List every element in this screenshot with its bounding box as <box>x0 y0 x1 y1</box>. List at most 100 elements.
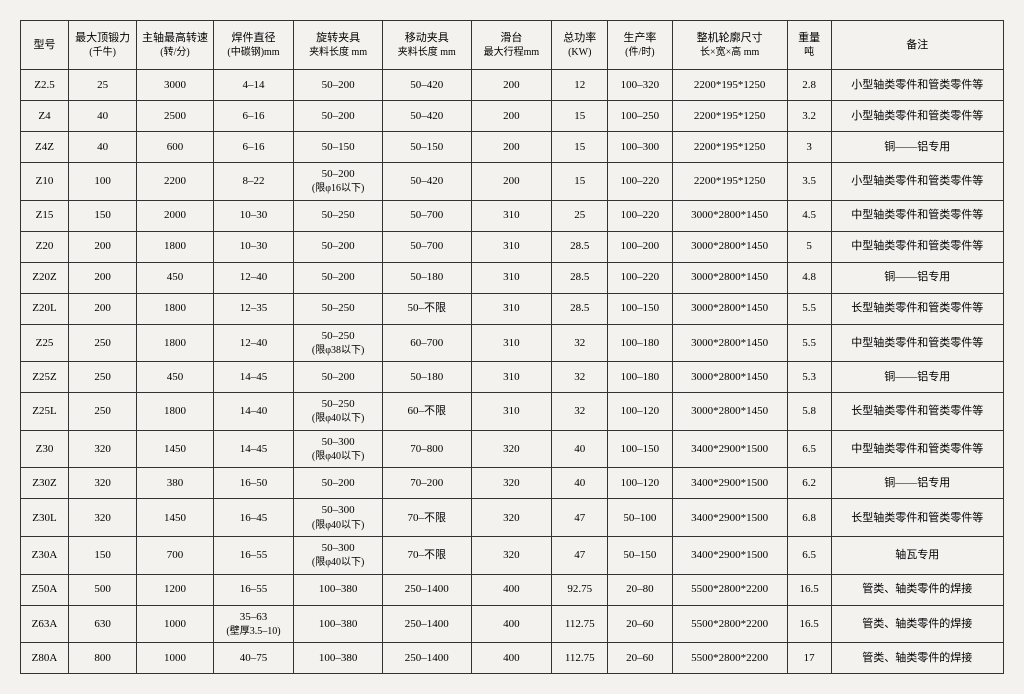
table-cell: 3 <box>787 132 831 163</box>
table-cell: 50–200 <box>294 231 383 262</box>
table-cell: 3000 <box>137 70 213 101</box>
table-cell: 100–120 <box>608 393 672 431</box>
table-cell: 50–250(限φ38以下) <box>294 324 383 362</box>
table-cell: 16–55 <box>213 574 294 605</box>
table-cell: 5500*2800*2200 <box>672 643 787 674</box>
table-cell: 28.5 <box>552 293 608 324</box>
table-cell: Z15 <box>21 200 69 231</box>
table-cell: 112.75 <box>552 605 608 643</box>
table-cell: 50–180 <box>382 362 471 393</box>
table-row: Z30L320145016–4550–300(限φ40以下)70–不限32047… <box>21 499 1004 537</box>
table-cell: 1450 <box>137 430 213 468</box>
table-cell: 3.2 <box>787 101 831 132</box>
table-cell: Z30Z <box>21 468 69 499</box>
table-cell: 2.8 <box>787 70 831 101</box>
table-cell: Z30 <box>21 430 69 468</box>
column-header: 备注 <box>831 21 1003 70</box>
column-header: 主轴最高转速(转/分) <box>137 21 213 70</box>
table-cell: 100–380 <box>294 574 383 605</box>
table-cell: Z30A <box>21 536 69 574</box>
table-cell: 200 <box>471 70 552 101</box>
table-cell: 40 <box>68 132 136 163</box>
table-cell: 50–300(限φ40以下) <box>294 536 383 574</box>
table-cell: 15 <box>552 101 608 132</box>
table-cell: 5.8 <box>787 393 831 431</box>
table-cell: 28.5 <box>552 231 608 262</box>
table-cell: 铜——铝专用 <box>831 468 1003 499</box>
table-cell: Z2.5 <box>21 70 69 101</box>
table-cell: 铜——铝专用 <box>831 362 1003 393</box>
table-cell: 50–150 <box>382 132 471 163</box>
table-cell: 250–1400 <box>382 574 471 605</box>
column-header: 总功率(KW) <box>552 21 608 70</box>
table-cell: 20–60 <box>608 643 672 674</box>
table-cell: 3000*2800*1450 <box>672 362 787 393</box>
table-cell: 35–63(壁厚3.5–10) <box>213 605 294 643</box>
table-cell: 小型轴类零件和管类零件等 <box>831 163 1003 201</box>
table-cell: 2200 <box>137 163 213 201</box>
table-cell: Z25L <box>21 393 69 431</box>
table-cell: 3400*2900*1500 <box>672 536 787 574</box>
column-header: 整机轮廓尺寸长×宽×高 mm <box>672 21 787 70</box>
table-cell: 32 <box>552 362 608 393</box>
table-cell: 25 <box>68 70 136 101</box>
table-row: Z50A500120016–55100–380250–140040092.752… <box>21 574 1004 605</box>
table-cell: 20–60 <box>608 605 672 643</box>
table-cell: 3.5 <box>787 163 831 201</box>
table-cell: 40 <box>552 468 608 499</box>
column-header: 旋转夹具夹料长度 mm <box>294 21 383 70</box>
table-cell: 1000 <box>137 605 213 643</box>
table-row: Z44025006–1650–20050–42020015100–2502200… <box>21 101 1004 132</box>
table-cell: 310 <box>471 262 552 293</box>
table-cell: 50–不限 <box>382 293 471 324</box>
table-cell: Z50A <box>21 574 69 605</box>
table-cell: 长型轴类零件和管类零件等 <box>831 293 1003 324</box>
table-cell: 中型轴类零件和管类零件等 <box>831 231 1003 262</box>
table-cell: 1450 <box>137 499 213 537</box>
table-cell: Z20 <box>21 231 69 262</box>
table-cell: 3000*2800*1450 <box>672 393 787 431</box>
table-cell: 管类、轴类零件的焊接 <box>831 643 1003 674</box>
table-cell: 6.5 <box>787 430 831 468</box>
column-header: 焊件直径(中碳钢)mm <box>213 21 294 70</box>
table-cell: 50–700 <box>382 231 471 262</box>
spec-table-container: 型号最大顶锻力(千牛)主轴最高转速(转/分)焊件直径(中碳钢)mm旋转夹具夹料长… <box>20 20 1004 674</box>
column-header: 型号 <box>21 21 69 70</box>
table-cell: 450 <box>137 262 213 293</box>
table-cell: 6–16 <box>213 132 294 163</box>
table-cell: 200 <box>68 231 136 262</box>
table-cell: 5.3 <box>787 362 831 393</box>
table-cell: 2500 <box>137 101 213 132</box>
table-cell: 320 <box>471 499 552 537</box>
table-cell: 200 <box>471 132 552 163</box>
table-row: Z20Z20045012–4050–20050–18031028.5100–22… <box>21 262 1004 293</box>
table-cell: 380 <box>137 468 213 499</box>
table-cell: 150 <box>68 200 136 231</box>
table-cell: 100–380 <box>294 643 383 674</box>
table-cell: 50–700 <box>382 200 471 231</box>
table-cell: 310 <box>471 231 552 262</box>
table-cell: 50–200 <box>294 262 383 293</box>
table-cell: 10–30 <box>213 231 294 262</box>
table-cell: 15 <box>552 132 608 163</box>
table-cell: 40 <box>552 430 608 468</box>
table-cell: 100–220 <box>608 163 672 201</box>
table-cell: 400 <box>471 605 552 643</box>
table-cell: 310 <box>471 200 552 231</box>
table-cell: 100 <box>68 163 136 201</box>
table-cell: 28.5 <box>552 262 608 293</box>
table-cell: 12–40 <box>213 262 294 293</box>
table-cell: 6.2 <box>787 468 831 499</box>
table-cell: Z10 <box>21 163 69 201</box>
table-cell: 50–200 <box>294 70 383 101</box>
table-cell: 50–180 <box>382 262 471 293</box>
table-cell: 100–320 <box>608 70 672 101</box>
table-cell: 小型轴类零件和管类零件等 <box>831 101 1003 132</box>
table-cell: 15 <box>552 163 608 201</box>
table-cell: 12–35 <box>213 293 294 324</box>
table-cell: 5 <box>787 231 831 262</box>
table-row: Z80A800100040–75100–380250–1400400112.75… <box>21 643 1004 674</box>
table-body: Z2.52530004–1450–20050–42020012100–32022… <box>21 70 1004 674</box>
table-row: Z4Z406006–1650–15050–15020015100–3002200… <box>21 132 1004 163</box>
table-cell: 250–1400 <box>382 643 471 674</box>
